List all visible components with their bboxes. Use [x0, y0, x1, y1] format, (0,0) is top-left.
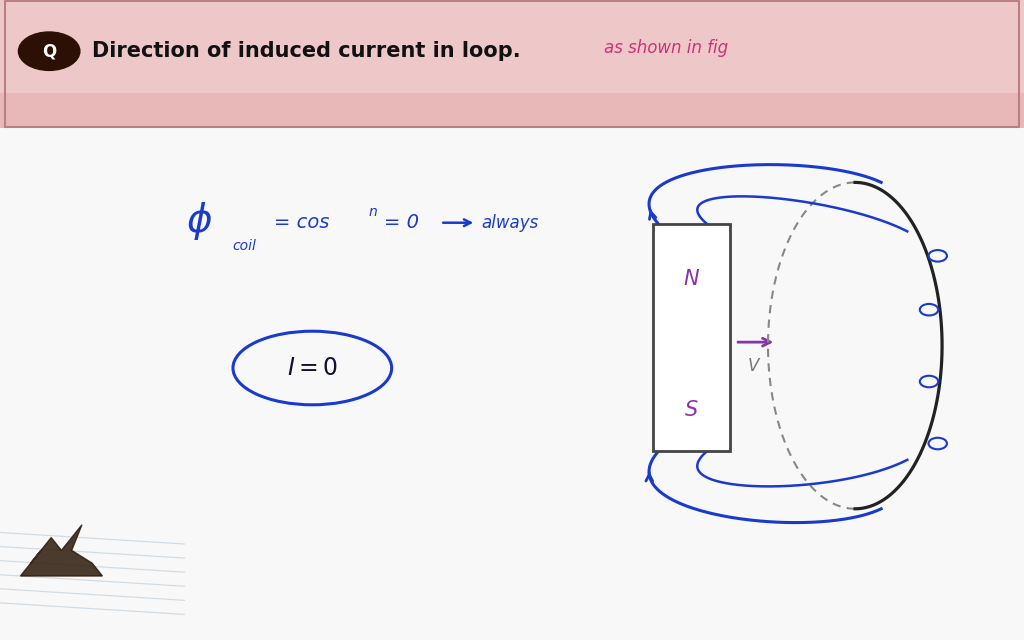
Text: coil: coil: [232, 239, 256, 253]
Text: Direction of induced current in loop.: Direction of induced current in loop.: [92, 41, 521, 61]
Polygon shape: [20, 525, 102, 576]
Text: = cos: = cos: [274, 213, 330, 232]
Bar: [653, 224, 730, 451]
FancyBboxPatch shape: [0, 0, 1024, 93]
Text: $\phi$: $\phi$: [186, 200, 213, 242]
Text: always: always: [481, 214, 539, 232]
Text: n: n: [369, 205, 378, 220]
Text: $I=0$: $I=0$: [287, 356, 338, 380]
Text: Q: Q: [42, 42, 56, 60]
Text: $N$: $N$: [683, 269, 700, 289]
Text: as shown in fig: as shown in fig: [604, 39, 728, 57]
Circle shape: [18, 32, 80, 70]
FancyBboxPatch shape: [0, 93, 1024, 128]
Text: $S$: $S$: [684, 400, 699, 420]
Text: V: V: [748, 358, 760, 376]
Text: = 0: = 0: [384, 213, 419, 232]
